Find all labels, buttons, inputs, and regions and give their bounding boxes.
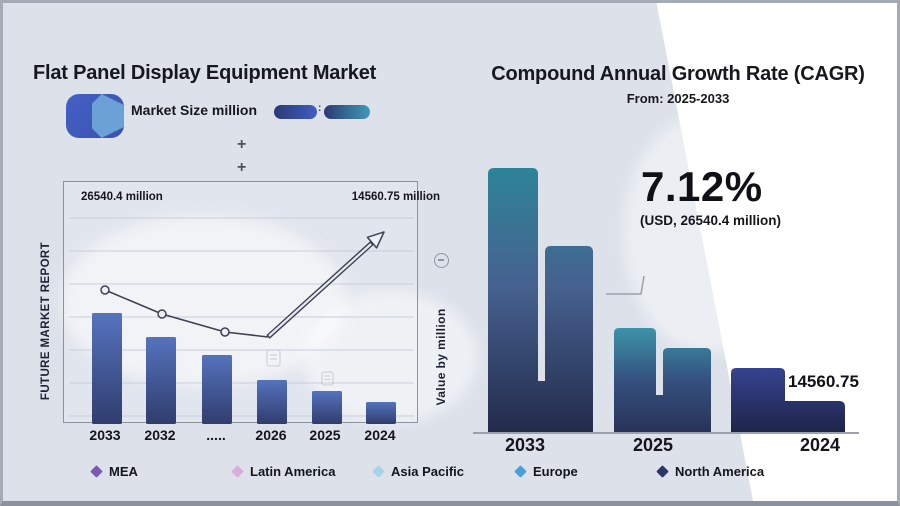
diamond-icon: [514, 465, 527, 478]
pill-separator: :: [318, 103, 322, 114]
x-label-2033: 2033: [89, 427, 121, 443]
cagr-bars-2024: [731, 368, 845, 433]
diamond-icon: [90, 465, 103, 478]
trend-line: [100, 285, 269, 338]
plus-mark: +: [237, 136, 247, 153]
gradient-pill-right-icon: [324, 105, 370, 119]
brand-label: Market Size million: [131, 102, 258, 118]
legend-label: Europe: [533, 464, 578, 479]
x-label-dots: .....: [206, 427, 226, 443]
cagr-bars-2025: [614, 328, 711, 433]
minus-circle-icon: [434, 253, 449, 268]
faint-document-icons: [266, 349, 334, 386]
cagr-bars-2033: [488, 168, 593, 433]
cagr-chart: [473, 168, 859, 434]
x-label-2026: 2026: [255, 427, 287, 443]
legend-label: Latin America: [250, 464, 336, 479]
y-axis-right-caption: Value by million: [434, 308, 448, 406]
cagr-value: 7.12%: [641, 163, 763, 210]
step-annotation: [606, 275, 645, 295]
plus-mark: +: [237, 159, 247, 176]
arrow-up-icon: [266, 231, 385, 339]
market-trend-panel: [63, 181, 418, 424]
cagr-x-label-2033: 2033: [504, 435, 546, 455]
diamond-icon: [231, 465, 244, 478]
right-title: Compound Annual Growth Rate (CAGR): [491, 63, 865, 85]
cagr-x-label-2025: 2025: [632, 435, 674, 455]
market-trend-chart: [69, 217, 414, 424]
gradient-pill-left-icon: [274, 105, 317, 119]
x-label-2024: 2024: [364, 427, 396, 443]
background-blob: [623, 113, 793, 353]
x-label-2025: 2025: [309, 427, 341, 443]
cagr-context: (USD, 26540.4 million): [640, 213, 782, 228]
x-label-2032: 2032: [144, 427, 176, 443]
legend-item-asia-pacific: Asia Pacific: [372, 464, 464, 479]
legend-label: North America: [675, 464, 765, 479]
end-value-label: 14560.75 million: [351, 191, 440, 203]
legend-item-mea: MEA: [90, 464, 138, 479]
legend-label: MEA: [109, 464, 138, 479]
diamond-icon: [656, 465, 669, 478]
legend-item-europe: Europe: [514, 464, 578, 479]
legend-label: Asia Pacific: [391, 464, 464, 479]
cagr-x-label-2024: 2024: [799, 435, 841, 455]
start-value-label: 26540.4 million: [81, 191, 163, 203]
bars-group: [92, 313, 396, 424]
y-axis-left-caption: FUTURE MARKET REPORT: [40, 241, 52, 401]
market-size-logo-icon: [66, 94, 124, 138]
right-subtitle: From: 2025-2033: [626, 91, 730, 106]
gridlines: [69, 217, 414, 417]
legend-item-latin-america: Latin America: [231, 464, 336, 479]
diamond-icon: [372, 465, 385, 478]
legend-item-north-america: North America: [656, 464, 765, 479]
left-title: Flat Panel Display Equipment Market: [33, 62, 377, 84]
cagr-end-value-label: 14560.75: [788, 372, 859, 391]
